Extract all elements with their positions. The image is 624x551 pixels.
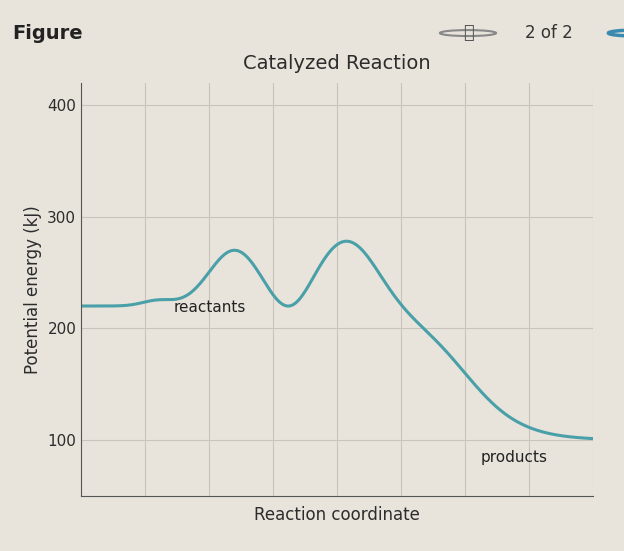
Text: 2 of 2: 2 of 2: [525, 24, 573, 42]
Text: Figure: Figure: [12, 24, 83, 42]
Y-axis label: Potential energy (kJ): Potential energy (kJ): [24, 205, 42, 374]
Title: Catalyzed Reaction: Catalyzed Reaction: [243, 54, 431, 73]
Text: reactants: reactants: [173, 300, 246, 315]
Text: 〈: 〈: [462, 24, 474, 42]
Text: products: products: [480, 450, 547, 466]
X-axis label: Reaction coordinate: Reaction coordinate: [254, 506, 420, 525]
